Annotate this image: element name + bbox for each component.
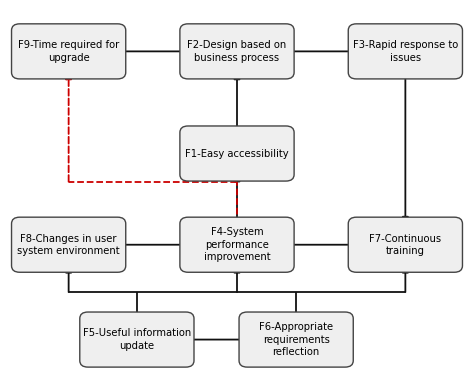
Text: F4-System
performance
improvement: F4-System performance improvement: [204, 227, 270, 262]
Text: F1-Easy accessibility: F1-Easy accessibility: [185, 149, 289, 158]
Text: F3-Rapid response to
issues: F3-Rapid response to issues: [353, 40, 458, 63]
Text: F5-Useful information
update: F5-Useful information update: [83, 328, 191, 351]
Text: F6-Appropriate
requirements
reflection: F6-Appropriate requirements reflection: [259, 322, 333, 357]
FancyBboxPatch shape: [180, 24, 294, 79]
Text: F7-Continuous
training: F7-Continuous training: [369, 234, 441, 256]
FancyBboxPatch shape: [239, 312, 353, 367]
Text: F8-Changes in user
system environment: F8-Changes in user system environment: [18, 234, 120, 256]
Text: F2-Design based on
business process: F2-Design based on business process: [187, 40, 287, 63]
FancyBboxPatch shape: [180, 217, 294, 272]
FancyBboxPatch shape: [80, 312, 194, 367]
FancyBboxPatch shape: [348, 217, 463, 272]
FancyBboxPatch shape: [180, 126, 294, 181]
Text: F9-Time required for
upgrade: F9-Time required for upgrade: [18, 40, 119, 63]
FancyBboxPatch shape: [11, 217, 126, 272]
FancyBboxPatch shape: [348, 24, 463, 79]
FancyBboxPatch shape: [11, 24, 126, 79]
